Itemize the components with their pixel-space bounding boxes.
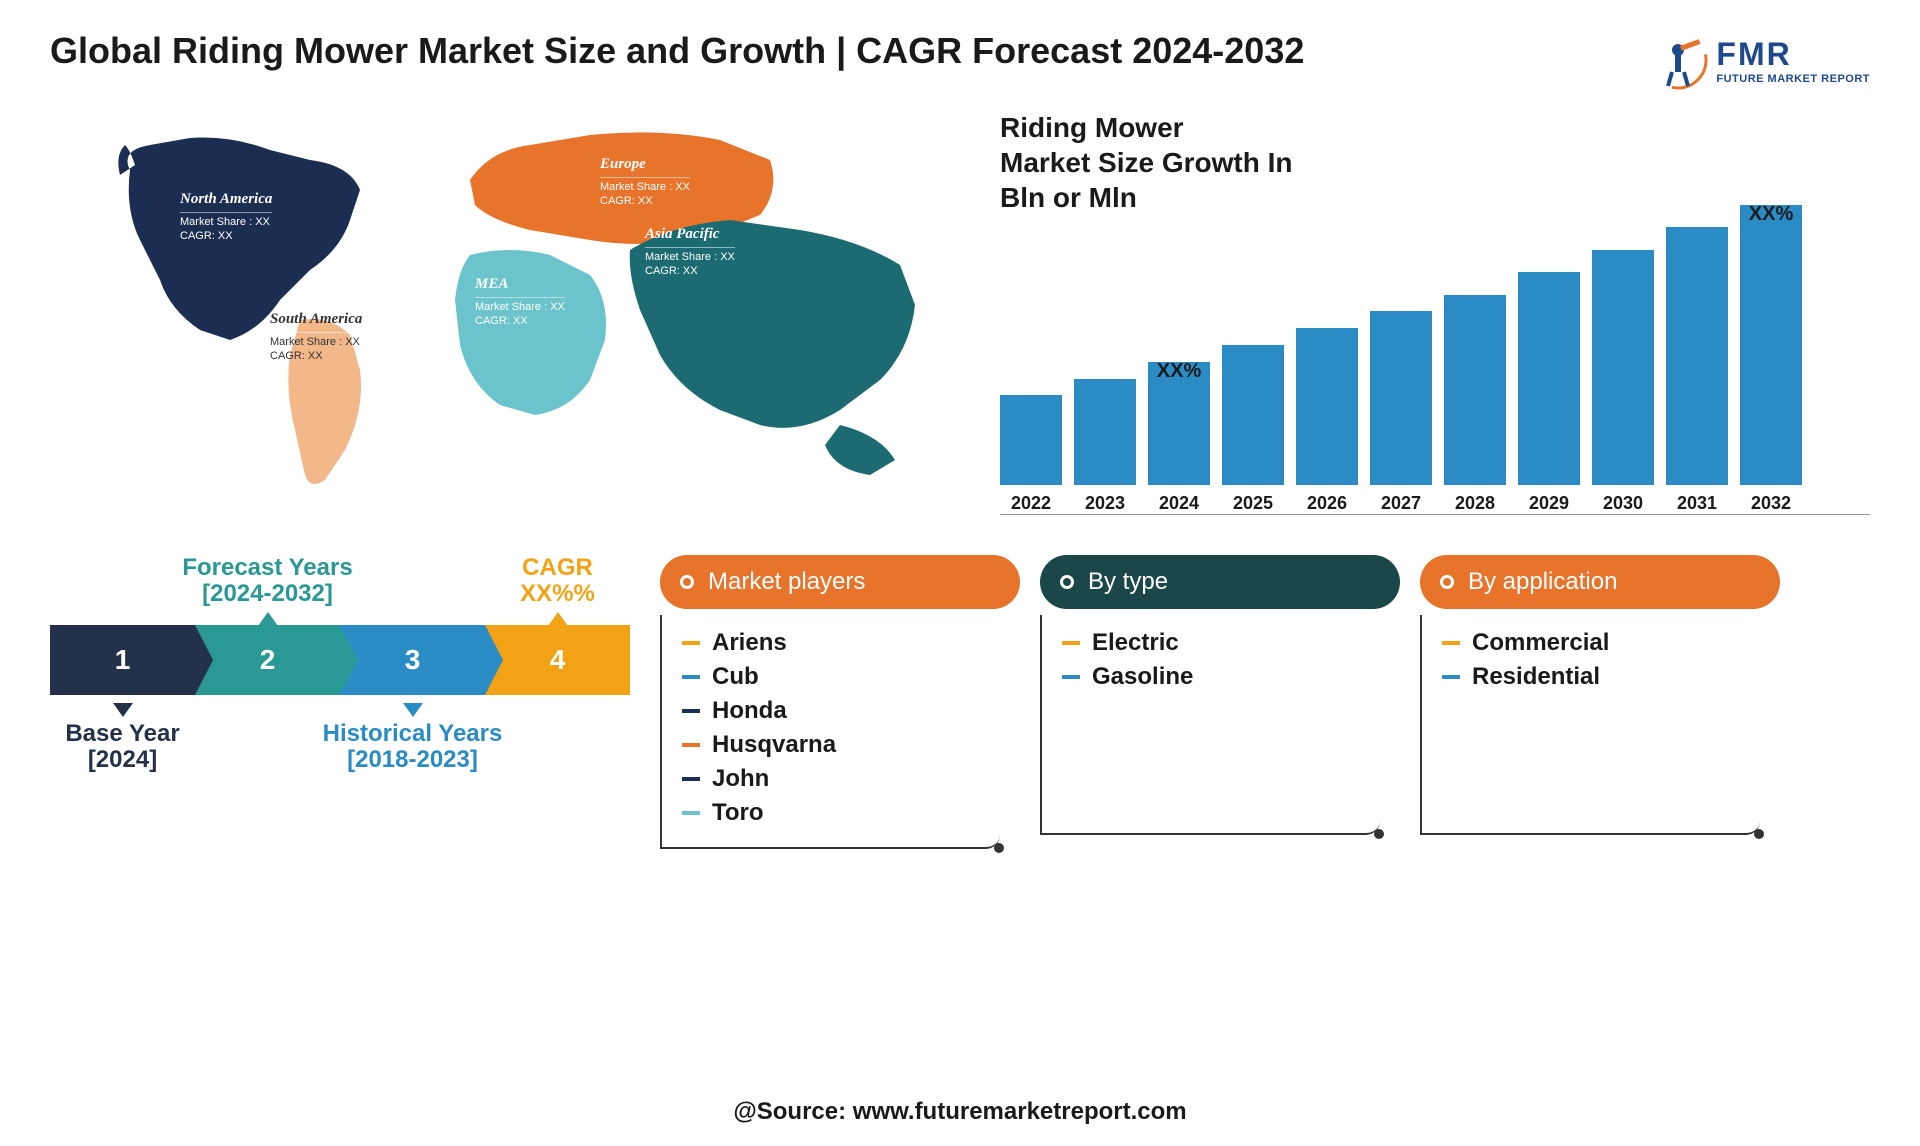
source-text: @Source: www.futuremarketreport.com xyxy=(733,1098,1186,1126)
timeline-seg-3: 3 xyxy=(340,625,485,695)
bar-2025: 2025 xyxy=(1222,345,1284,514)
timeline-seg-4: 4 xyxy=(485,625,630,695)
telescope-icon xyxy=(1648,30,1708,90)
cat-header: By type xyxy=(1040,555,1400,609)
bar-2030: 2030 xyxy=(1592,250,1654,514)
cat-item: Toro xyxy=(682,799,1000,827)
header: Global Riding Mower Market Size and Grow… xyxy=(50,30,1870,90)
timeline-seg-1: 1 xyxy=(50,625,195,695)
region-label-mea: MEAMarket Share : XXCAGR: XX xyxy=(475,275,565,328)
timeline-seg-2: 2 xyxy=(195,625,340,695)
world-map: North AmericaMarket Share : XXCAGR: XX So… xyxy=(50,110,950,490)
bar-2026: 2026 xyxy=(1296,328,1358,514)
cat-item: Honda xyxy=(682,697,1000,725)
bar-chart: 20222023XX%20242025202620272028202920302… xyxy=(1000,235,1870,515)
logo-main: FMR xyxy=(1716,36,1870,73)
region-label-asia-pacific: Asia PacificMarket Share : XXCAGR: XX xyxy=(645,225,735,278)
bar-2024: XX%2024 xyxy=(1148,362,1210,514)
cat-item: Residential xyxy=(1442,663,1760,691)
bar-2032: XX%2032 xyxy=(1740,205,1802,514)
bar-2028: 2028 xyxy=(1444,295,1506,514)
logo-text: FMR FUTURE MARKET REPORT xyxy=(1716,36,1870,85)
cat-header: By application xyxy=(1420,555,1780,609)
logo: FMR FUTURE MARKET REPORT xyxy=(1648,30,1870,90)
bar-2031: 2031 xyxy=(1666,227,1728,514)
timeline: Forecast Years[2024-2032]CAGRXX%% 1234 B… xyxy=(50,555,630,813)
bar-2027: 2027 xyxy=(1370,311,1432,514)
bottom-section: Forecast Years[2024-2032] CAGRXX%% 1234 B… xyxy=(50,555,1870,849)
timeline-label-4: CAGRXX%% xyxy=(468,555,648,626)
page-title: Global Riding Mower Market Size and Grow… xyxy=(50,30,1304,72)
cat-item: Commercial xyxy=(1442,629,1760,657)
cat-item: Ariens xyxy=(682,629,1000,657)
bar-2029: 2029 xyxy=(1518,272,1580,514)
timeline-label-3: Historical Years[2018-2023] xyxy=(313,703,513,774)
logo-sub: FUTURE MARKET REPORT xyxy=(1716,73,1870,85)
map-region-mea xyxy=(440,240,620,425)
timeline-label-1: Base Year[2024] xyxy=(23,703,223,774)
cat-item: Cub xyxy=(682,663,1000,691)
region-label-north-america: North AmericaMarket Share : XXCAGR: XX xyxy=(180,190,272,243)
category-by-type: By type Electric Gasoline xyxy=(1040,555,1400,849)
cat-item: John xyxy=(682,765,1000,793)
category-market-players: Market players Ariens Cub Honda Husqvarna Joh… xyxy=(660,555,1020,849)
bar-chart-section: Riding MowerMarket Size Growth InBln or … xyxy=(980,110,1870,515)
timeline-label-2: Forecast Years[2024-2032] xyxy=(178,555,358,626)
region-label-south-america: South AmericaMarket Share : XXCAGR: XX xyxy=(270,310,362,363)
region-label-europe: EuropeMarket Share : XXCAGR: XX xyxy=(600,155,690,208)
cat-item: Husqvarna xyxy=(682,731,1000,759)
bar-2022: 2022 xyxy=(1000,395,1062,514)
cat-item: Gasoline xyxy=(1062,663,1380,691)
chart-title: Riding MowerMarket Size Growth InBln or … xyxy=(1000,110,1870,215)
category-by-application: By application Commercial Residential xyxy=(1420,555,1780,849)
bar-2023: 2023 xyxy=(1074,379,1136,514)
cat-header: Market players xyxy=(660,555,1020,609)
cat-item: Electric xyxy=(1062,629,1380,657)
top-section: North AmericaMarket Share : XXCAGR: XX So… xyxy=(50,110,1870,515)
